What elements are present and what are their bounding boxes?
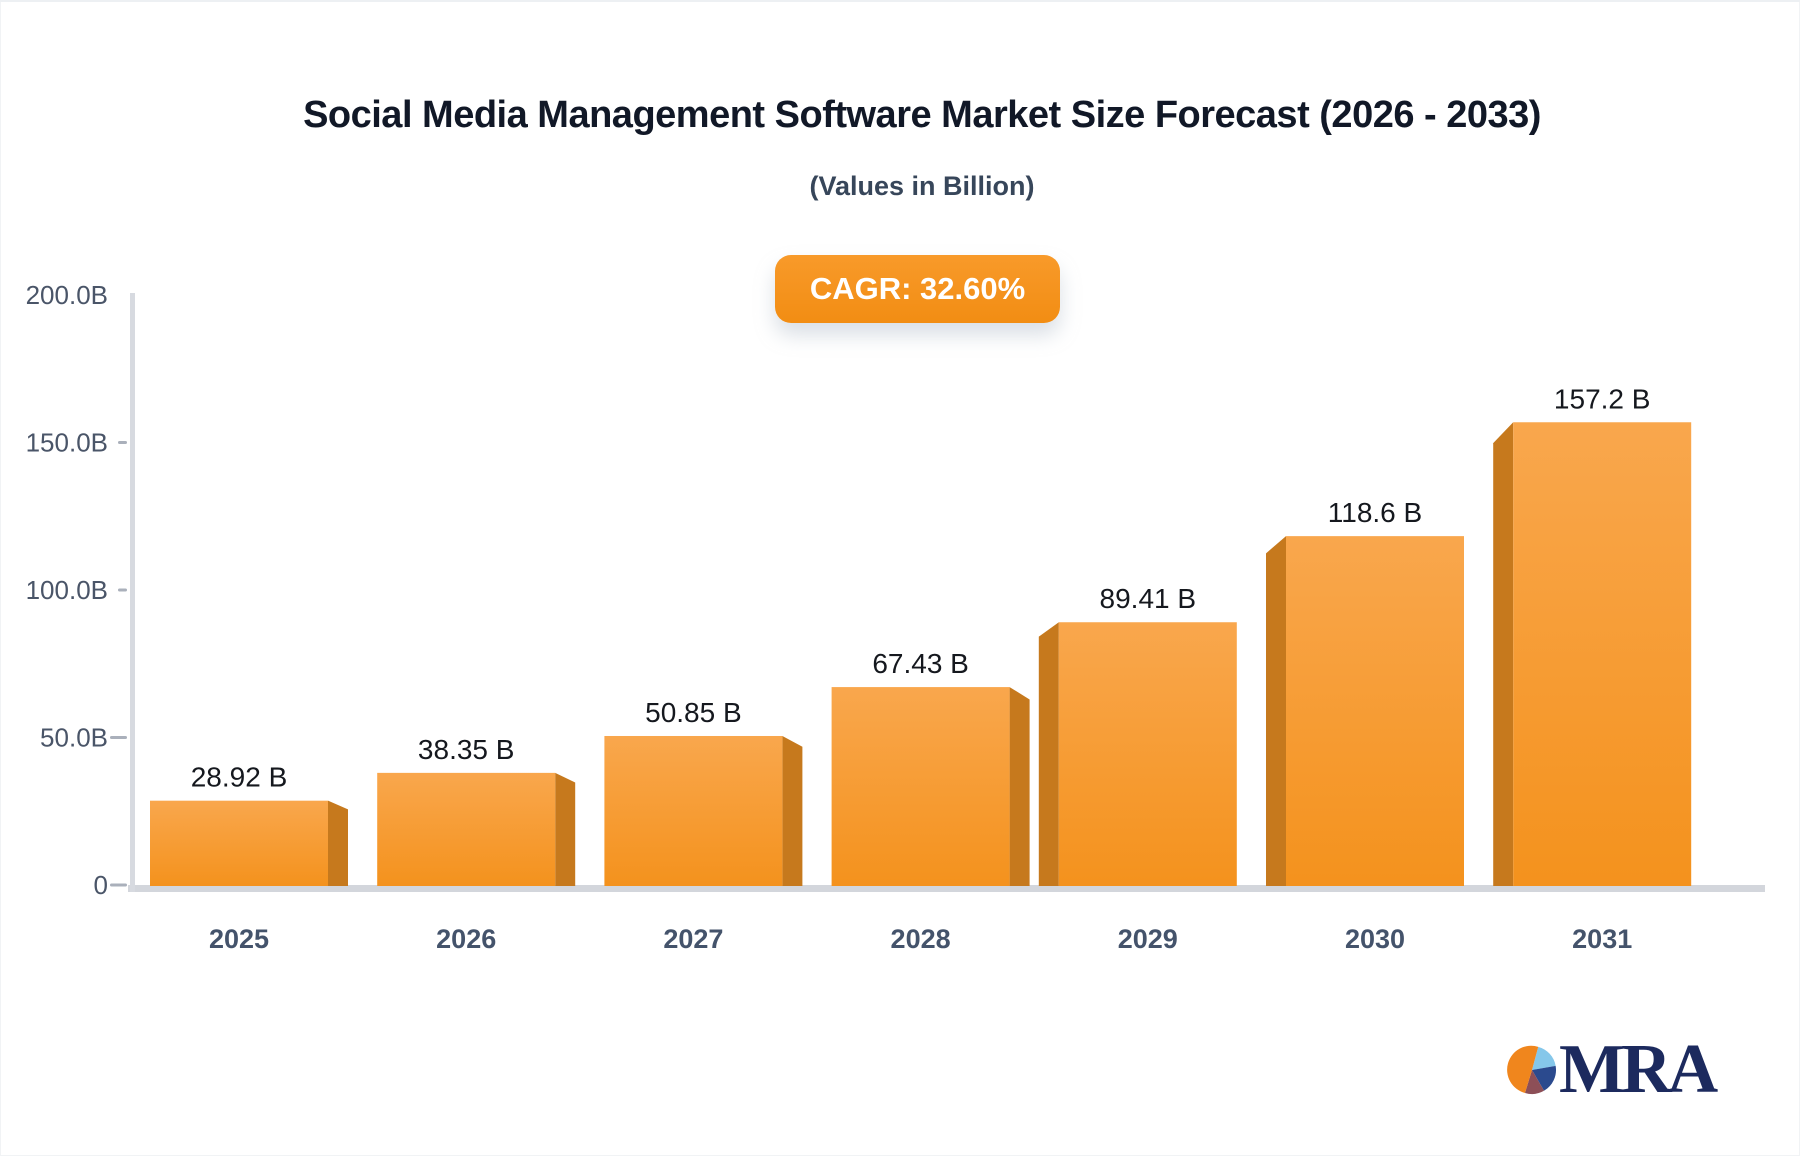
logo-pie-slice-orange bbox=[1507, 1045, 1539, 1093]
bar-value-label: 89.41 B bbox=[1100, 583, 1197, 614]
y-tick-label: 0 bbox=[94, 870, 108, 900]
y-tick-dash bbox=[110, 736, 127, 739]
y-tick-label: 100.0B bbox=[26, 575, 108, 605]
bar-side-3d bbox=[1009, 687, 1030, 886]
logo-pie-slice-maroon bbox=[1524, 1070, 1544, 1094]
bar-value-label: 67.43 B bbox=[872, 648, 969, 679]
bar bbox=[604, 735, 783, 886]
x-axis-line bbox=[128, 885, 1765, 892]
logo-pie-slice-darkblue bbox=[1532, 1065, 1557, 1091]
bar bbox=[377, 772, 556, 886]
bar bbox=[1286, 536, 1464, 886]
bar-side-3d bbox=[1493, 422, 1514, 886]
bar bbox=[1058, 622, 1237, 886]
chart-title: Social Media Management Software Market … bbox=[303, 94, 1541, 136]
bar-side-3d bbox=[555, 772, 576, 886]
bar-value-label: 28.92 B bbox=[191, 762, 288, 793]
chart-subtitle: (Values in Billion) bbox=[809, 171, 1035, 201]
y-tick-dash bbox=[118, 588, 127, 592]
x-tick-label: 2026 bbox=[436, 924, 496, 954]
logo-text: MRA bbox=[1559, 1031, 1718, 1108]
y-tick-label: 50.0B bbox=[40, 723, 108, 753]
brand-logo: MRA bbox=[1506, 1031, 1718, 1108]
bar-value-label: 157.2 B bbox=[1554, 383, 1651, 414]
bar bbox=[1513, 422, 1692, 886]
bar-side-3d bbox=[328, 800, 348, 886]
bar-value-label: 118.6 B bbox=[1328, 497, 1422, 528]
logo-pie-icon bbox=[1507, 1045, 1557, 1094]
bar bbox=[150, 800, 328, 886]
bar-side-3d bbox=[1266, 536, 1286, 886]
x-tick-label: 2028 bbox=[891, 924, 951, 954]
x-tick-label: 2027 bbox=[663, 924, 723, 954]
x-tick-label: 2029 bbox=[1118, 924, 1178, 954]
logo-pie-slice-lightblue bbox=[1532, 1046, 1556, 1070]
bar bbox=[831, 687, 1010, 886]
y-tick-label: 150.0B bbox=[26, 428, 108, 458]
y-axis-line bbox=[130, 293, 135, 892]
bar-side-3d bbox=[1038, 622, 1059, 886]
y-tick-label: 200.0B bbox=[26, 280, 108, 310]
y-tick-dash bbox=[118, 441, 127, 444]
x-tick-label: 2031 bbox=[1572, 924, 1632, 954]
top-hairline bbox=[0, 0, 1800, 2]
bar-value-label: 38.35 B bbox=[418, 734, 515, 765]
bar-side-3d bbox=[782, 735, 803, 886]
y-tick-dash bbox=[110, 883, 127, 887]
x-tick-label: 2025 bbox=[209, 924, 269, 954]
x-tick-label: 2030 bbox=[1345, 924, 1405, 954]
cagr-badge: CAGR: 32.60% bbox=[775, 255, 1060, 323]
bar-value-label: 50.85 B bbox=[645, 697, 742, 728]
